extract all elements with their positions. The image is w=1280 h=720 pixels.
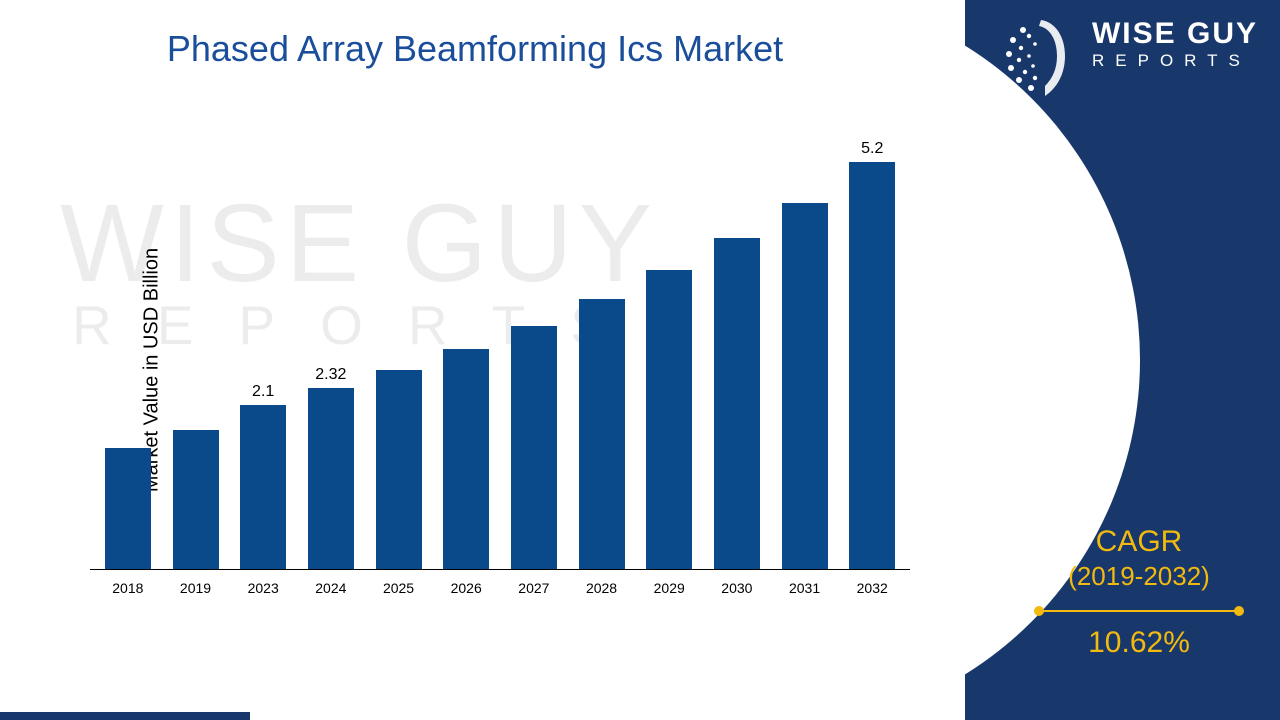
x-axis-labels: 2018201920232024202520262027202820292030… [90,574,910,600]
x-tick-label: 2031 [771,574,839,600]
bar-rect [782,203,828,569]
bar-slot [94,140,162,569]
bar-rect [240,405,286,569]
x-tick-label: 2032 [838,574,906,600]
brand-logo-line2: REPORTS [1092,52,1258,70]
x-tick-label: 2025 [365,574,433,600]
cagr-range: (2019-2032) [1024,561,1254,592]
bar-rect [173,430,219,569]
bar-rect [376,370,422,569]
x-tick-label: 2019 [162,574,230,600]
x-tick-label: 2029 [635,574,703,600]
bar-slot [568,140,636,569]
bar-slot [635,140,703,569]
bar-rect [714,238,760,569]
bar-slot [500,140,568,569]
bars-container: 2.1 2.32 5.2 [90,140,910,569]
x-tick-label: 2023 [229,574,297,600]
bar-value-label: 2.1 [252,383,274,401]
bar-rect [443,349,489,569]
bar-rect [511,326,557,569]
bar-slot [432,140,500,569]
bar-rect [105,448,151,569]
bar-value-label: 5.2 [861,140,883,158]
x-tick-label: 2024 [297,574,365,600]
logo-head-icon [995,14,1075,104]
chart-title: Phased Array Beamforming Ics Market [75,28,875,70]
bar-slot [703,140,771,569]
bar-slot: 2.1 [229,140,297,569]
x-tick-label: 2030 [703,574,771,600]
x-tick-label: 2018 [94,574,162,600]
cagr-separator [1039,610,1239,612]
cagr-value: 10.62% [1024,626,1254,660]
x-tick-label: 2028 [568,574,636,600]
bar-slot: 5.2 [838,140,906,569]
bar-value-label: 2.32 [315,366,346,384]
brand-logo: WISE GUY REPORTS [1092,18,1258,69]
brand-logo-line1: WISE GUY [1092,18,1258,50]
bar-slot: 2.32 [297,140,365,569]
cagr-label: CAGR [1024,525,1254,559]
plot-area: 2.1 2.32 5.2 [90,140,910,570]
x-tick-label: 2027 [500,574,568,600]
bar-slot [771,140,839,569]
market-chart-card: Phased Array Beamforming Ics Market WISE… [0,0,1280,720]
bar-slot [365,140,433,569]
bar-rect [849,162,895,569]
bottom-accent-bar [0,712,250,720]
x-tick-label: 2026 [432,574,500,600]
bar-rect [646,270,692,569]
bar-slot [162,140,230,569]
cagr-block: CAGR (2019-2032) 10.62% [1024,525,1254,660]
bar-rect [579,299,625,569]
bar-chart: Market Value in USD Billion 2.12.325.2 2… [40,140,910,600]
bar-rect [308,388,354,569]
